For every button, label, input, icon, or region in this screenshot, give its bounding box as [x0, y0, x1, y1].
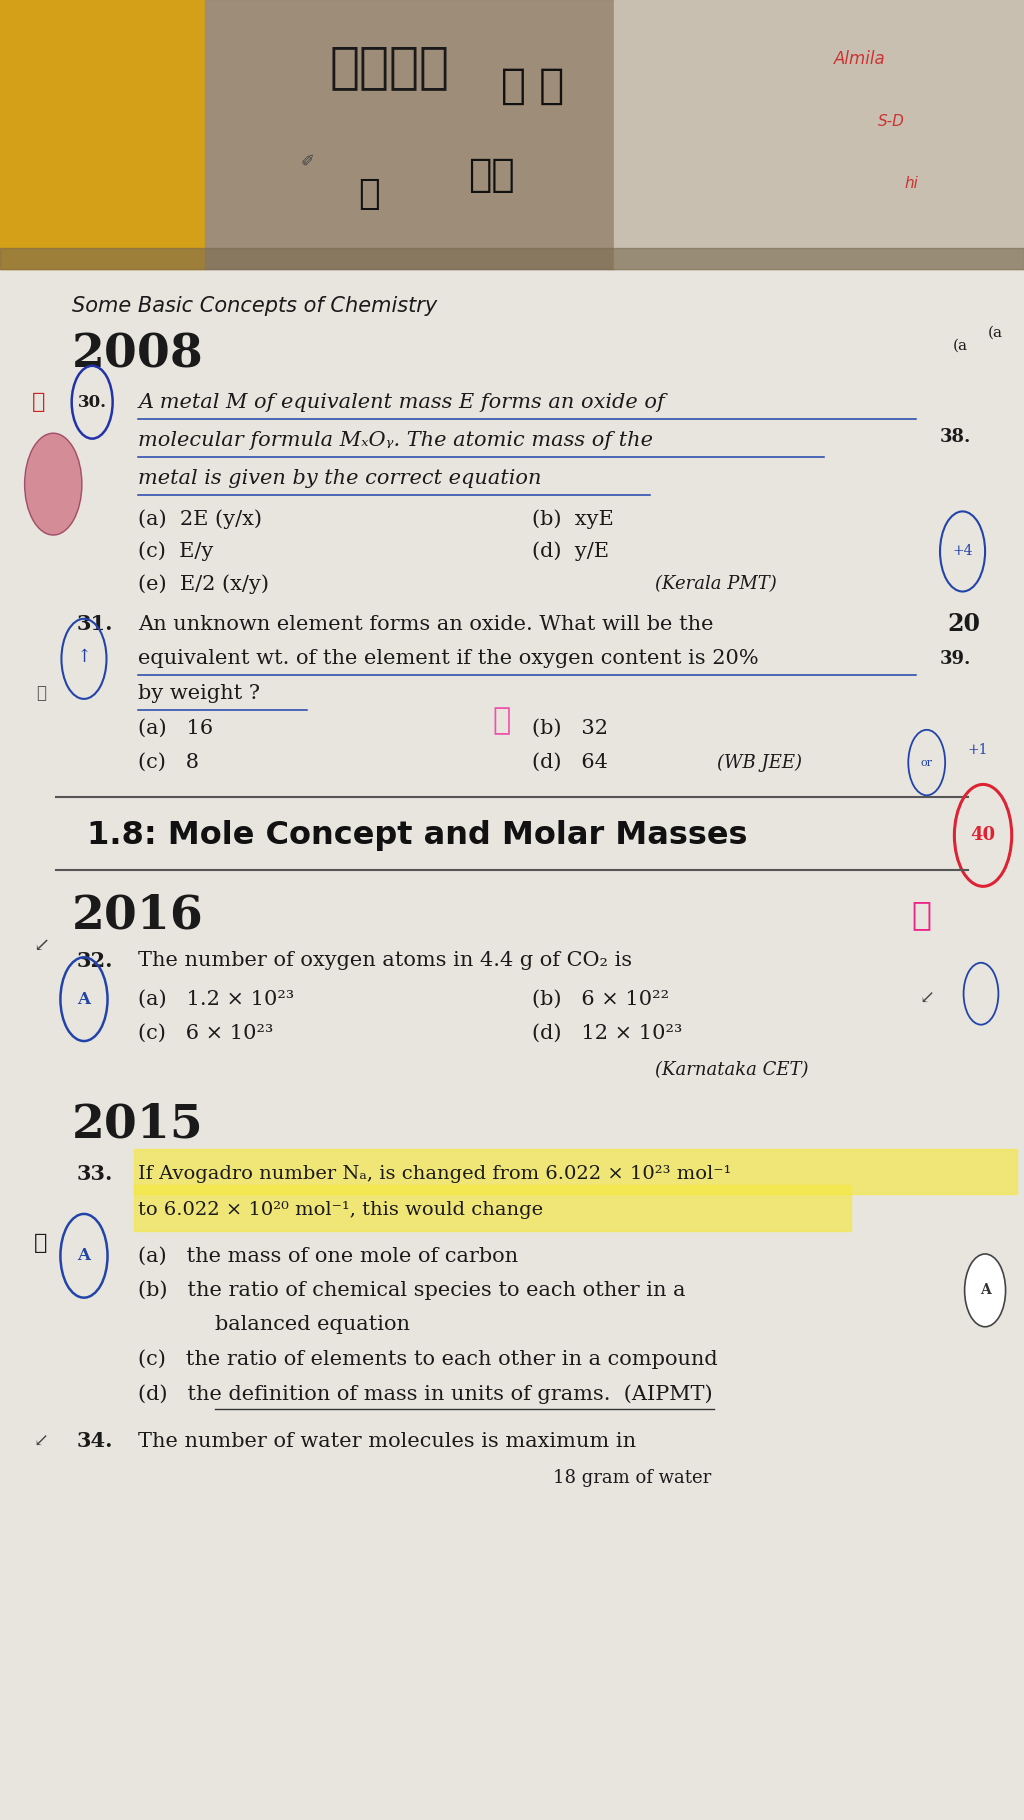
- Text: ও ৫: ও ৫: [501, 66, 564, 107]
- Text: ✱: ✱: [493, 704, 511, 737]
- Text: কস: কস: [468, 157, 515, 195]
- Text: (a)  2E (y/x): (a) 2E (y/x): [138, 510, 262, 528]
- Text: (b)  xyE: (b) xyE: [532, 510, 614, 528]
- Text: 🐾: 🐾: [36, 684, 46, 703]
- Text: ↑: ↑: [77, 648, 91, 666]
- Bar: [134, 1148, 1017, 1194]
- Text: (a: (a: [952, 339, 968, 353]
- Text: 31.: 31.: [77, 615, 114, 633]
- Text: A metal M of equivalent mass E forms an oxide of: A metal M of equivalent mass E forms an …: [138, 393, 665, 411]
- Text: 18 gram of water: 18 gram of water: [553, 1469, 712, 1487]
- Text: A: A: [980, 1283, 990, 1298]
- Text: (b)   the ratio of chemical species to each other in a: (b) the ratio of chemical species to eac…: [138, 1281, 686, 1299]
- Text: (WB JEE): (WB JEE): [717, 753, 802, 772]
- Text: +1: +1: [968, 743, 988, 757]
- Text: by weight ?: by weight ?: [138, 684, 260, 703]
- Text: Some Basic Concepts of Chemistry: Some Basic Concepts of Chemistry: [72, 297, 437, 315]
- Text: (a)   1.2 × 10²³: (a) 1.2 × 10²³: [138, 990, 294, 1008]
- Text: The number of oxygen atoms in 4.4 g of CO₂ is: The number of oxygen atoms in 4.4 g of C…: [138, 952, 633, 970]
- Text: metal is given by the correct equation: metal is given by the correct equation: [138, 470, 542, 488]
- Text: A: A: [78, 1247, 90, 1265]
- Text: 34.: 34.: [77, 1432, 114, 1451]
- Text: molecular formula MₓOᵧ. The atomic mass of the: molecular formula MₓOᵧ. The atomic mass …: [138, 431, 653, 450]
- Text: balanced equation: balanced equation: [215, 1316, 410, 1334]
- Text: (c)  E/y: (c) E/y: [138, 542, 214, 561]
- Text: (a)   16: (a) 16: [138, 719, 213, 737]
- Text: 2015: 2015: [72, 1101, 204, 1148]
- Bar: [614, 0, 1024, 269]
- Text: ৰা১৯: ৰা১৯: [329, 44, 450, 91]
- Text: The number of water molecules is maximum in: The number of water molecules is maximum…: [138, 1432, 636, 1451]
- Text: ✐: ✐: [300, 153, 314, 171]
- Text: 32.: 32.: [77, 952, 114, 970]
- Bar: [0, 0, 205, 269]
- Text: (Karnataka CET): (Karnataka CET): [655, 1061, 809, 1079]
- Text: (a: (a: [988, 326, 1004, 340]
- Text: 40: 40: [971, 826, 995, 844]
- Text: ★: ★: [911, 899, 932, 932]
- Text: An unknown element forms an oxide. What will be the: An unknown element forms an oxide. What …: [138, 615, 714, 633]
- Text: (c)   the ratio of elements to each other in a compound: (c) the ratio of elements to each other …: [138, 1350, 718, 1369]
- Bar: [0, 248, 1024, 269]
- Text: ✱: ✱: [32, 391, 46, 413]
- Text: (c)   8: (c) 8: [138, 753, 200, 772]
- Text: to 6.022 × 10²⁰ mol⁻¹, this would change: to 6.022 × 10²⁰ mol⁻¹, this would change: [138, 1201, 544, 1219]
- Text: (Kerala PMT): (Kerala PMT): [655, 575, 777, 593]
- Text: 2008: 2008: [72, 331, 204, 379]
- Bar: [134, 1185, 851, 1230]
- Text: (d)   12 × 10²³: (d) 12 × 10²³: [532, 1025, 683, 1043]
- Text: (d)  y/E: (d) y/E: [532, 542, 609, 561]
- Text: 2016: 2016: [72, 892, 204, 939]
- Text: or: or: [921, 757, 933, 768]
- Text: If Avogadro number Nₐ, is changed from 6.022 × 10²³ mol⁻¹: If Avogadro number Nₐ, is changed from 6…: [138, 1165, 731, 1183]
- Circle shape: [25, 433, 82, 535]
- Bar: [205, 0, 614, 269]
- Text: equivalent wt. of the element if the oxygen content is 20%: equivalent wt. of the element if the oxy…: [138, 650, 759, 668]
- Text: ↙: ↙: [34, 1432, 48, 1451]
- Text: ↙: ↙: [920, 990, 934, 1008]
- Circle shape: [965, 1254, 1006, 1327]
- Text: ↙: ↙: [33, 937, 49, 956]
- Text: 30.: 30.: [78, 393, 106, 411]
- Text: (d)   64: (d) 64: [532, 753, 608, 772]
- Text: +4: +4: [952, 544, 973, 559]
- Text: (b)   6 × 10²²: (b) 6 × 10²²: [532, 990, 670, 1008]
- Text: (e)  E/2 (x/y): (e) E/2 (x/y): [138, 575, 269, 593]
- Text: 38.: 38.: [940, 428, 972, 446]
- Text: 33.: 33.: [77, 1165, 114, 1183]
- Text: hi: hi: [904, 177, 919, 191]
- Text: (a)   the mass of one mole of carbon: (a) the mass of one mole of carbon: [138, 1247, 518, 1265]
- Text: 20: 20: [947, 612, 980, 637]
- Text: 1.8: Mole Concept and Molar Masses: 1.8: Mole Concept and Molar Masses: [87, 819, 748, 852]
- Text: 🦎: 🦎: [34, 1232, 48, 1254]
- Text: শ: শ: [357, 177, 380, 211]
- Text: (d)   the definition of mass in units of grams.  (AIPMT): (d) the definition of mass in units of g…: [138, 1385, 713, 1403]
- Text: (b)   32: (b) 32: [532, 719, 608, 737]
- Text: S-D: S-D: [878, 113, 904, 129]
- Text: 39.: 39.: [940, 650, 972, 668]
- Text: (c)   6 × 10²³: (c) 6 × 10²³: [138, 1025, 273, 1043]
- Bar: [0, 0, 1024, 269]
- Text: A: A: [78, 990, 90, 1008]
- Text: Almila: Almila: [835, 51, 886, 69]
